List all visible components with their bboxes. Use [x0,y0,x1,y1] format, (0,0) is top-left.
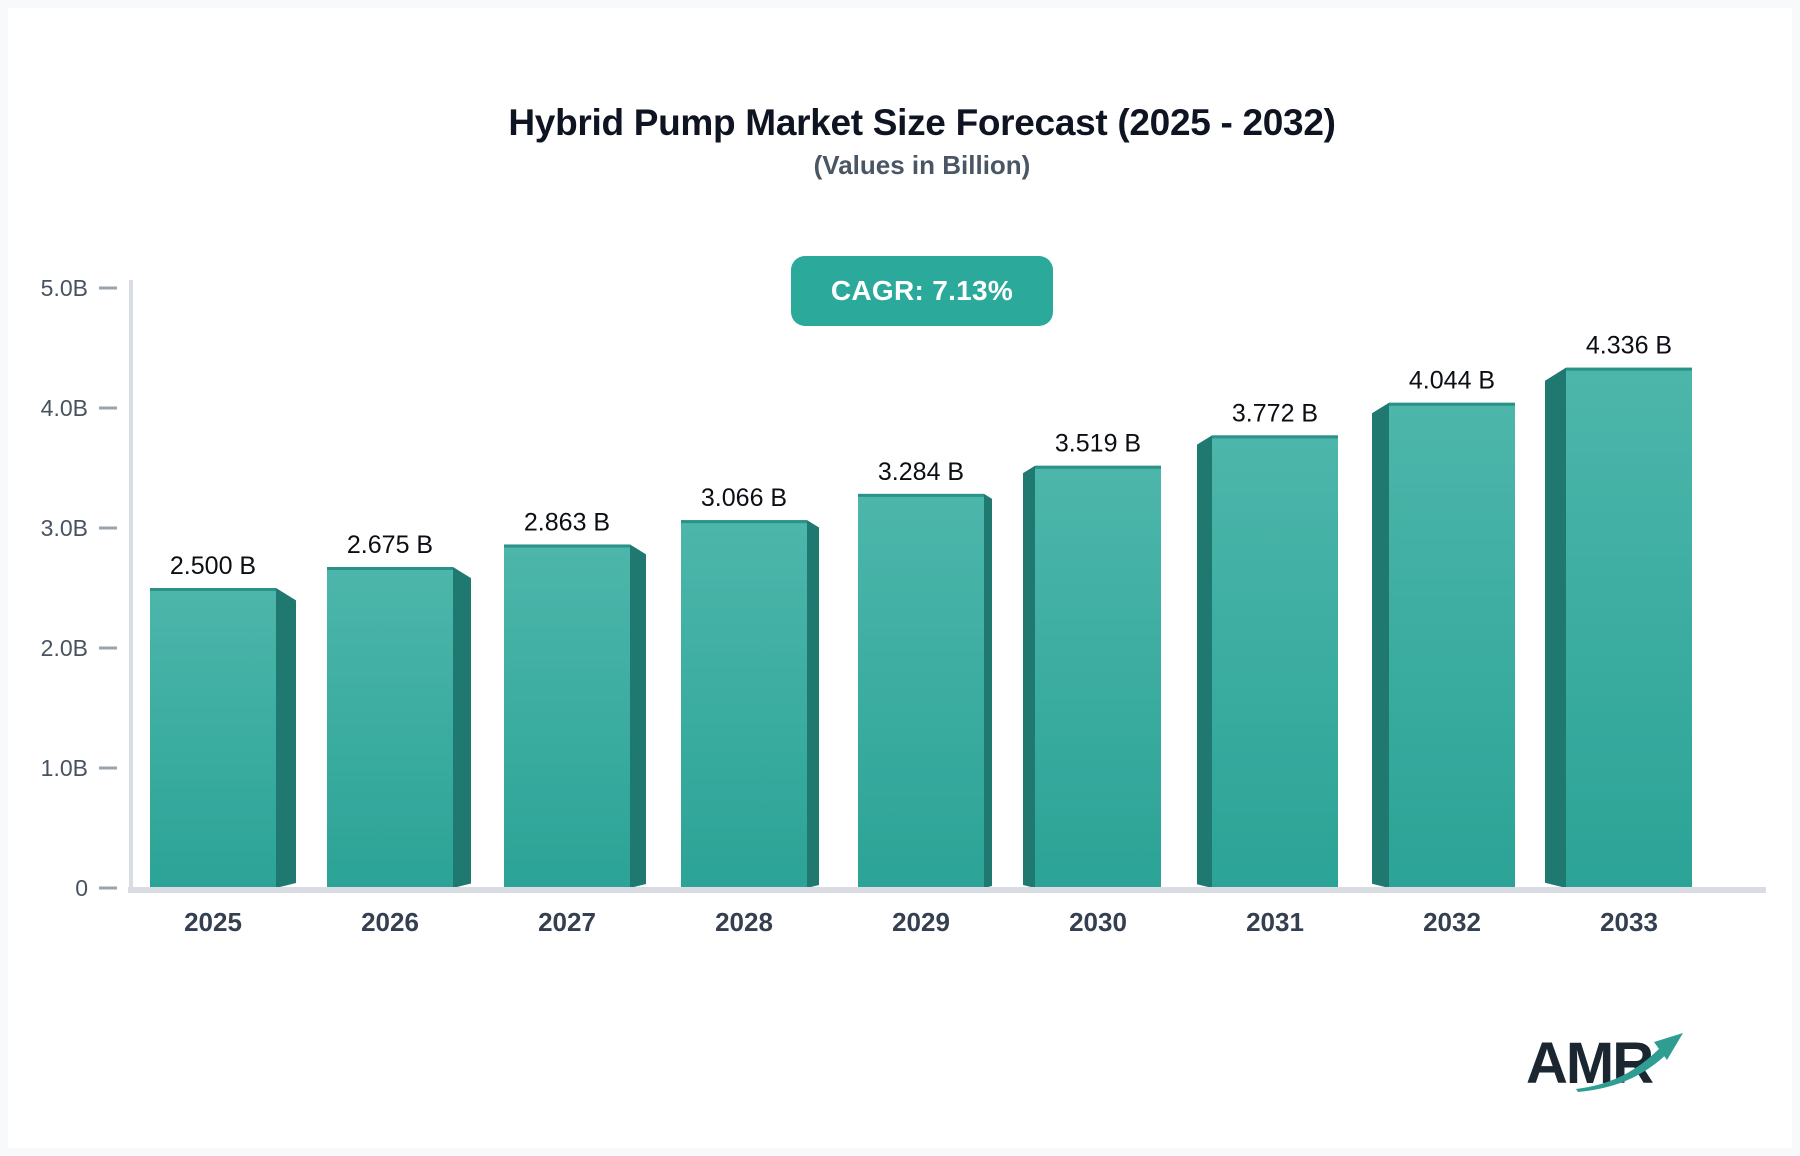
bar-2033[interactable] [1566,367,1692,888]
bar-2028[interactable] [681,520,807,888]
bar-side-face [1197,435,1212,888]
bar-value-label: 2.863 B [524,508,610,536]
bar-side-face [1545,367,1566,888]
cagr-badge: CAGR: 7.13% [790,256,1054,326]
bar-value-label: 3.772 B [1232,399,1318,427]
amr-logo: AMR [1526,1032,1683,1094]
y-axis-tick-label: 0 [75,875,88,901]
bar-2032[interactable] [1389,402,1515,888]
x-axis-label: 2033 [1600,907,1658,937]
bar-side-face [276,588,296,888]
bar-2027[interactable] [504,544,630,888]
bar-value-label: 3.284 B [878,458,964,486]
x-axis-label: 2029 [892,907,950,937]
bar-side-face [453,567,471,888]
bar-value-label: 4.336 B [1586,332,1672,360]
y-axis-tick-label: 4.0B [41,395,88,421]
bar-2031[interactable] [1212,435,1338,888]
x-axis-label: 2027 [538,907,596,937]
amr-logo-arrowhead-icon [1654,1033,1683,1060]
bar-value-label: 3.066 B [701,484,787,512]
x-axis-label: 2030 [1069,907,1127,937]
y-axis-tick-label: 3.0B [41,515,88,541]
x-axis-label: 2032 [1423,907,1481,937]
bar-value-label: 2.500 B [170,552,256,580]
x-axis-label: 2026 [361,907,419,937]
cagr-badge-row: CAGR: 7.13% [44,256,1800,326]
bar-2029[interactable] [858,493,984,888]
bar-side-face [984,493,992,888]
bar-value-label: 2.675 B [347,531,433,559]
chart-title: Hybrid Pump Market Size Forecast (2025 -… [508,102,1336,143]
chart-subtitle: (Values in Billion) [813,150,1031,180]
bar-side-face [1372,402,1389,888]
x-axis-label: 2028 [715,907,773,937]
bar-value-label: 4.044 B [1409,367,1495,395]
x-axis-label: 2031 [1246,907,1304,937]
y-axis-tick-label: 1.0B [41,755,88,781]
y-axis-tick-label: 5.0B [41,275,88,301]
y-axis-tick-label: 2.0B [41,635,88,661]
bar-2025[interactable] [150,588,276,888]
bar-2030[interactable] [1035,465,1161,888]
x-axis-label: 2025 [184,907,242,937]
bar-side-face [1023,465,1035,888]
bar-2026[interactable] [327,567,453,888]
bar-side-face [807,520,819,888]
amr-logo-text: AMR [1526,1032,1653,1094]
bar-value-label: 3.519 B [1055,430,1141,458]
bar-side-face [630,544,646,888]
